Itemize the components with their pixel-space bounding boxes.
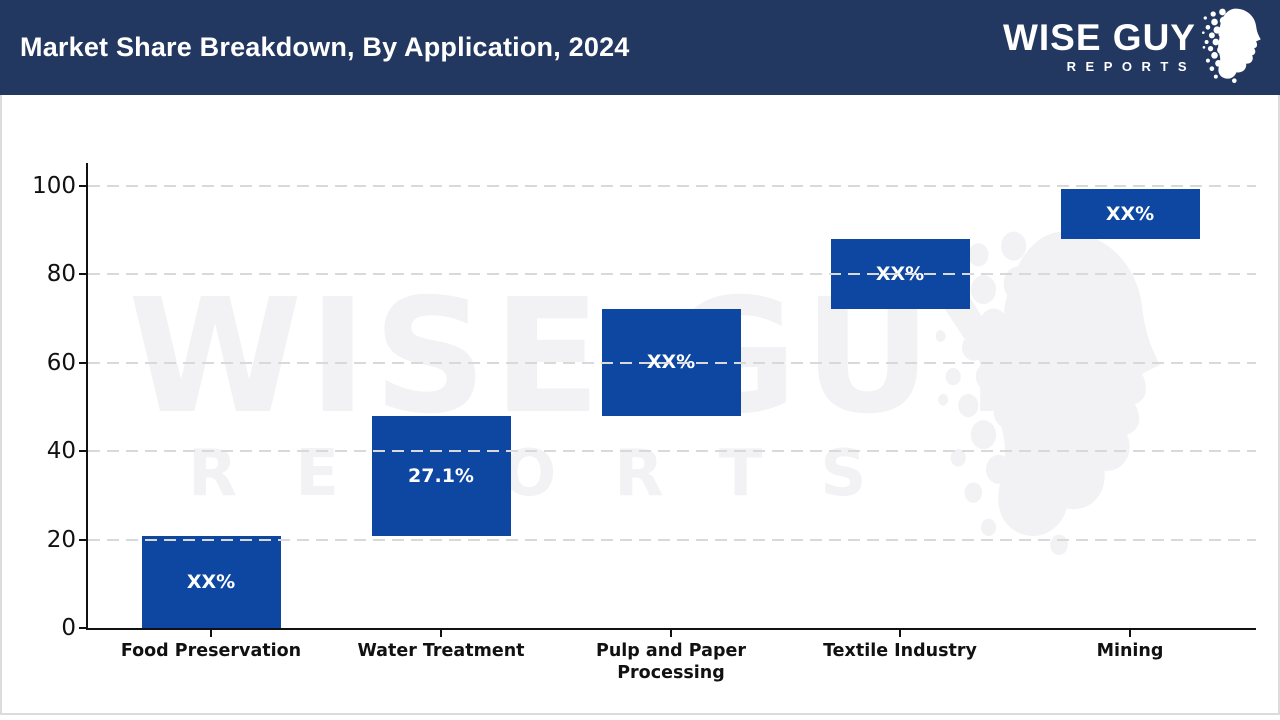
y-tick-label-40: 40 <box>46 438 76 464</box>
x-tick-2 <box>670 630 672 637</box>
x-tick-4 <box>1129 630 1131 637</box>
bar-1: 27.1% <box>371 416 511 537</box>
y-tick-80 <box>79 273 86 275</box>
x-axis-line <box>86 628 1256 630</box>
bar-value-label-0: XX% <box>186 571 236 594</box>
y-tick-label-80: 80 <box>46 261 76 287</box>
y-tick-0 <box>79 627 86 629</box>
brand-name: WISE GUY <box>1002 17 1196 58</box>
x-category-label-4: Mining <box>1096 641 1164 661</box>
y-tick-100 <box>79 184 86 187</box>
y-tick-60 <box>79 361 86 364</box>
gridline-y20 <box>88 538 1256 541</box>
y-tick-label-60: 60 <box>46 349 76 376</box>
y-tick-label-0: 0 <box>61 615 76 641</box>
x-tick-0 <box>210 630 212 637</box>
y-tick-20 <box>79 538 86 541</box>
bar-0: XX% <box>141 536 281 628</box>
brand-logo: WISE GUY REPORTS <box>1003 6 1266 86</box>
y-tick-label-100: 100 <box>32 172 76 199</box>
x-tick-3 <box>899 630 901 637</box>
gridline-y100 <box>88 184 1256 187</box>
gridline-y40 <box>88 450 1256 452</box>
brand-head-icon <box>1201 8 1261 84</box>
x-category-label-1: Water Treatment <box>357 641 525 661</box>
brand-logo-text: WISE GUY REPORTS <box>1002 17 1196 75</box>
y-axis-line <box>86 163 88 630</box>
gridline-y80 <box>88 273 1256 275</box>
x-category-label-0: Food Preservation <box>120 641 302 661</box>
gridline-y60 <box>88 361 1256 364</box>
brand-subname: REPORTS <box>1066 59 1196 74</box>
y-tick-40 <box>79 450 86 452</box>
header: Market Share Breakdown, By Application, … <box>0 0 1280 95</box>
chart-title: Market Share Breakdown, By Application, … <box>20 32 630 62</box>
x-tick-1 <box>440 630 442 637</box>
bar-value-label-4: XX% <box>1105 202 1155 225</box>
y-tick-label-20: 20 <box>46 526 76 553</box>
bar-4: XX% <box>1060 188 1200 240</box>
bar-value-label-1: 27.1% <box>408 465 474 488</box>
x-category-label-2: Pulp and Paper Processing <box>596 641 746 683</box>
x-category-label-3: Textile Industry <box>823 641 977 661</box>
